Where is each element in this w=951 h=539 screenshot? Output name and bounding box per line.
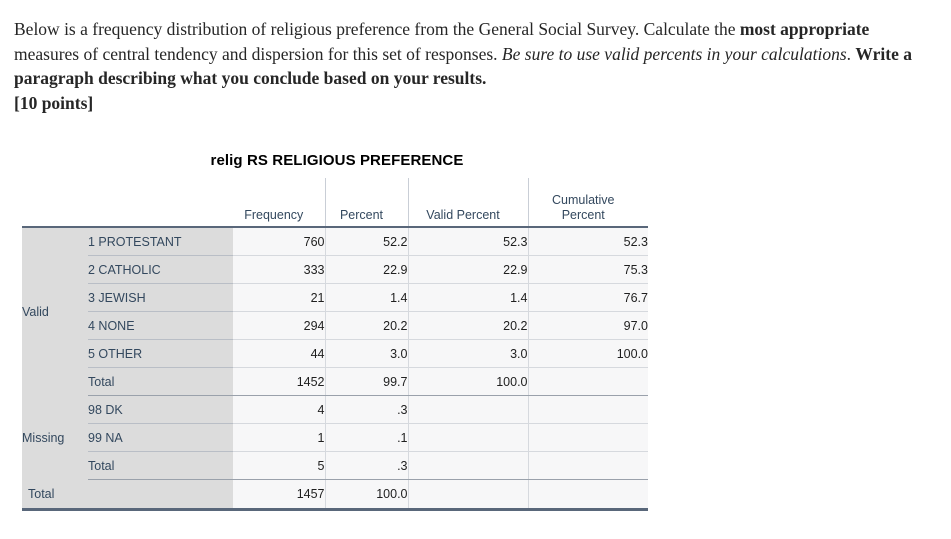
cell-percent: .3 xyxy=(324,451,408,480)
cell-frequency: 1 xyxy=(233,423,325,452)
question-prompt: Below is a frequency distribution of rel… xyxy=(14,17,926,115)
cell-frequency: 4 xyxy=(233,395,325,424)
cell-frequency: 5 xyxy=(233,451,325,480)
cell-percent: .1 xyxy=(324,423,408,452)
cell-percent: 3.0 xyxy=(324,339,408,368)
cell-frequency: 21 xyxy=(233,283,325,312)
cell-percent: 20.2 xyxy=(324,311,408,340)
header-cumulative-line2: Percent xyxy=(561,207,605,222)
cell-valid-percent: 20.2 xyxy=(407,311,528,340)
table-head: Frequency Percent Valid Percent Cumulati… xyxy=(22,178,648,228)
prompt-segment-3: measures of central tendency and dispers… xyxy=(14,43,502,64)
header-valid-percent: Valid Percent xyxy=(407,178,528,228)
header-frequency: Frequency xyxy=(233,178,325,228)
prompt-segment-most-appropriate: most appropriate xyxy=(739,19,870,39)
header-group-col xyxy=(22,178,88,228)
cell-cumulative-percent: 97.0 xyxy=(527,311,648,340)
cell-percent: 1.4 xyxy=(324,283,408,312)
cell-valid-percent xyxy=(407,395,528,424)
cell-percent: .3 xyxy=(324,395,408,424)
table-row: 3 JEWISH 21 1.4 1.4 76.7 xyxy=(22,283,648,312)
header-percent: Percent xyxy=(324,178,408,228)
cell-cumulative-percent xyxy=(527,423,648,452)
cell-valid-percent: 52.3 xyxy=(407,227,528,256)
cell-cumulative-percent xyxy=(527,395,648,424)
row-label: 3 JEWISH xyxy=(88,283,233,312)
cell-percent: 22.9 xyxy=(324,255,408,284)
cell-cumulative-percent: 75.3 xyxy=(527,255,648,284)
table-row: 5 OTHER 44 3.0 3.0 100.0 xyxy=(22,339,648,368)
cell-cumulative-percent xyxy=(527,451,648,480)
cell-cumulative-percent xyxy=(527,367,648,396)
frequency-table: Frequency Percent Valid Percent Cumulati… xyxy=(22,178,648,511)
cell-percent: 52.2 xyxy=(324,227,408,256)
header-cumulative-line1: Cumulative xyxy=(551,193,615,207)
table-row: Valid 1 PROTESTANT 760 52.2 52.3 52.3 xyxy=(22,227,648,396)
row-label: Total xyxy=(88,451,233,480)
cell-frequency: 760 xyxy=(233,227,325,256)
prompt-segment-valid-percents: Be sure to use valid percents in your ca… xyxy=(501,43,847,64)
row-label: Total xyxy=(88,367,233,396)
cell-frequency: 44 xyxy=(233,339,325,368)
table-total-row: Total 1457 100.0 xyxy=(22,479,648,511)
cell-valid-percent: 22.9 xyxy=(407,255,528,284)
header-cumulative-percent: Cumulative Percent xyxy=(527,178,648,228)
table-row: Missing 98 DK 4 .3 xyxy=(22,395,648,480)
cell-valid-percent xyxy=(407,479,528,511)
prompt-segment-5: . xyxy=(846,43,856,64)
prompt-points: [10 points] xyxy=(14,92,94,113)
row-label: 1 PROTESTANT xyxy=(88,227,233,256)
row-label: 99 NA xyxy=(88,423,233,452)
cell-valid-percent: 1.4 xyxy=(407,283,528,312)
table-row: 2 CATHOLIC 333 22.9 22.9 75.3 xyxy=(22,255,648,284)
cell-cumulative-percent: 52.3 xyxy=(527,227,648,256)
row-label: 4 NONE xyxy=(88,311,233,340)
row-label: 5 OTHER xyxy=(88,339,233,368)
cell-frequency: 1452 xyxy=(233,367,325,396)
row-label: 2 CATHOLIC xyxy=(88,255,233,284)
cell-percent: 100.0 xyxy=(324,479,408,511)
frequency-table-container: relig RS RELIGIOUS PREFERENCE Frequency … xyxy=(22,152,648,511)
table-row: Total 1452 99.7 100.0 xyxy=(22,367,648,396)
cell-valid-percent: 3.0 xyxy=(407,339,528,368)
table-row: 99 NA 1 .1 xyxy=(22,423,648,452)
table-header-row: Frequency Percent Valid Percent Cumulati… xyxy=(22,178,648,228)
cell-valid-percent: 100.0 xyxy=(407,367,528,396)
cell-valid-percent xyxy=(407,451,528,480)
cell-cumulative-percent xyxy=(527,479,648,511)
row-label-grand-total: Total xyxy=(22,479,233,511)
cell-percent: 99.7 xyxy=(324,367,408,396)
table-body: Valid 1 PROTESTANT 760 52.2 52.3 52.3 2 … xyxy=(22,227,648,511)
row-group-valid: Valid xyxy=(22,227,88,396)
cell-frequency: 294 xyxy=(233,311,325,340)
row-label: 98 DK xyxy=(88,395,233,424)
table-row: 4 NONE 294 20.2 20.2 97.0 xyxy=(22,311,648,340)
table-row: Total 5 .3 xyxy=(22,451,648,480)
cell-valid-percent xyxy=(407,423,528,452)
prompt-segment-1: Below is a frequency distribution of rel… xyxy=(14,19,740,39)
cell-frequency: 333 xyxy=(233,255,325,284)
row-group-missing: Missing xyxy=(22,395,88,480)
table-title: relig RS RELIGIOUS PREFERENCE xyxy=(210,152,464,169)
prompt-segment-write-paragraph: Write a paragraph describing what you co… xyxy=(14,43,912,89)
cell-frequency: 1457 xyxy=(233,479,325,511)
cell-cumulative-percent: 76.7 xyxy=(527,283,648,312)
header-category-col xyxy=(88,178,233,228)
cell-cumulative-percent: 100.0 xyxy=(527,339,648,368)
